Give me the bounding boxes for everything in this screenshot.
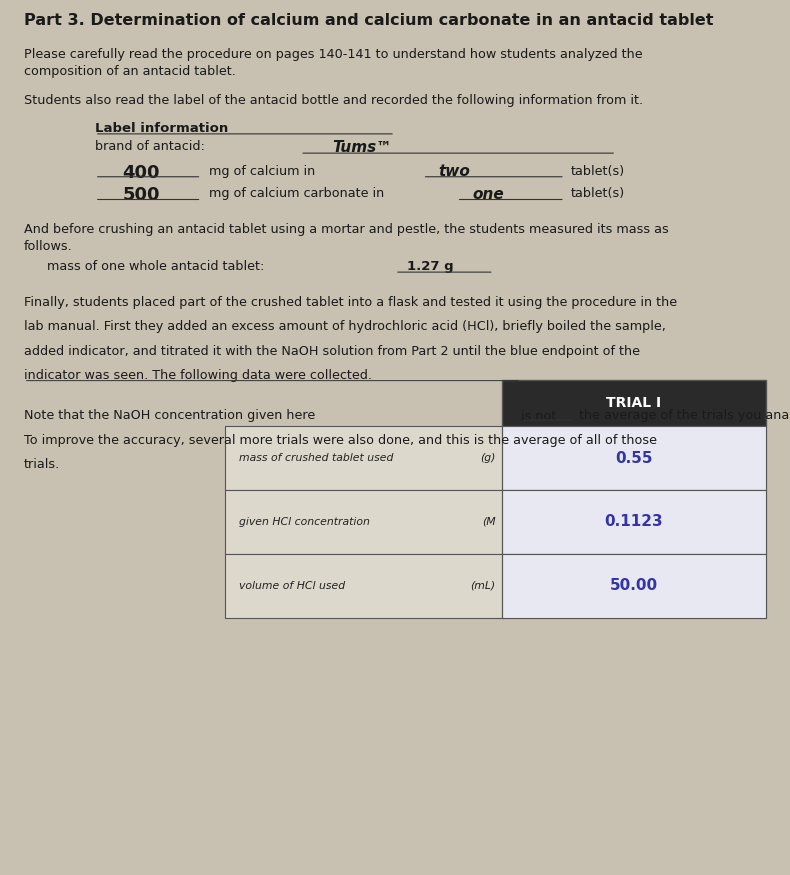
FancyBboxPatch shape — [225, 426, 766, 490]
Text: mg of calcium in: mg of calcium in — [209, 164, 315, 178]
Text: the average of the trials you analyzed in Part 2.: the average of the trials you analyzed i… — [575, 410, 790, 423]
Text: one: one — [472, 187, 504, 202]
Text: 400: 400 — [122, 164, 160, 182]
Text: Please carefully read the procedure on pages 140-141 to understand how students : Please carefully read the procedure on p… — [24, 48, 642, 78]
FancyBboxPatch shape — [225, 490, 766, 554]
Text: is not: is not — [521, 410, 556, 423]
FancyBboxPatch shape — [225, 554, 766, 618]
Text: indicator was seen. The following data were collected.: indicator was seen. The following data w… — [24, 369, 372, 382]
Text: mass of one whole antacid tablet:: mass of one whole antacid tablet: — [47, 260, 265, 273]
Text: added indicator, and titrated it with the NaOH solution from Part 2 until the bl: added indicator, and titrated it with th… — [24, 345, 640, 358]
FancyBboxPatch shape — [502, 426, 766, 490]
Text: mg of calcium carbonate in: mg of calcium carbonate in — [209, 187, 385, 200]
Text: 0.1123: 0.1123 — [604, 514, 664, 529]
FancyBboxPatch shape — [502, 554, 766, 618]
Text: Students also read the label of the antacid bottle and recorded the following in: Students also read the label of the anta… — [24, 94, 643, 107]
Text: Finally, students placed part of the crushed tablet into a flask and tested it u: Finally, students placed part of the cru… — [24, 296, 677, 309]
Text: lab manual. First they added an excess amount of hydrochloric acid (HCl), briefl: lab manual. First they added an excess a… — [24, 320, 665, 333]
Text: given HCl concentration: given HCl concentration — [239, 517, 371, 527]
Text: trials.: trials. — [24, 458, 60, 472]
Text: (g): (g) — [480, 453, 495, 463]
Text: mass of crushed tablet used: mass of crushed tablet used — [239, 453, 393, 463]
Text: Tums™: Tums™ — [332, 140, 391, 155]
Text: tablet(s): tablet(s) — [570, 164, 625, 178]
Text: tablet(s): tablet(s) — [570, 187, 625, 200]
Text: 1.27 g: 1.27 g — [407, 260, 453, 273]
FancyBboxPatch shape — [502, 380, 766, 426]
FancyBboxPatch shape — [502, 490, 766, 554]
Text: And before crushing an antacid tablet using a mortar and pestle, the students me: And before crushing an antacid tablet us… — [24, 223, 668, 253]
Text: 50.00: 50.00 — [610, 578, 658, 593]
Text: 500: 500 — [122, 186, 160, 205]
Text: (M: (M — [482, 517, 495, 527]
Text: two: two — [438, 164, 470, 179]
Text: (mL): (mL) — [470, 581, 495, 591]
Text: volume of HCl used: volume of HCl used — [239, 581, 345, 591]
Text: Label information: Label information — [95, 123, 228, 136]
Text: TRIAL I: TRIAL I — [607, 396, 661, 410]
Text: Part 3. Determination of calcium and calcium carbonate in an antacid tablet: Part 3. Determination of calcium and cal… — [24, 13, 713, 28]
Text: 0.55: 0.55 — [615, 451, 653, 466]
Text: brand of antacid:: brand of antacid: — [95, 140, 205, 153]
Text: To improve the accuracy, several more trials were also done, and this is the ave: To improve the accuracy, several more tr… — [24, 434, 656, 447]
Text: Note that the NaOH concentration given here: Note that the NaOH concentration given h… — [24, 410, 319, 423]
